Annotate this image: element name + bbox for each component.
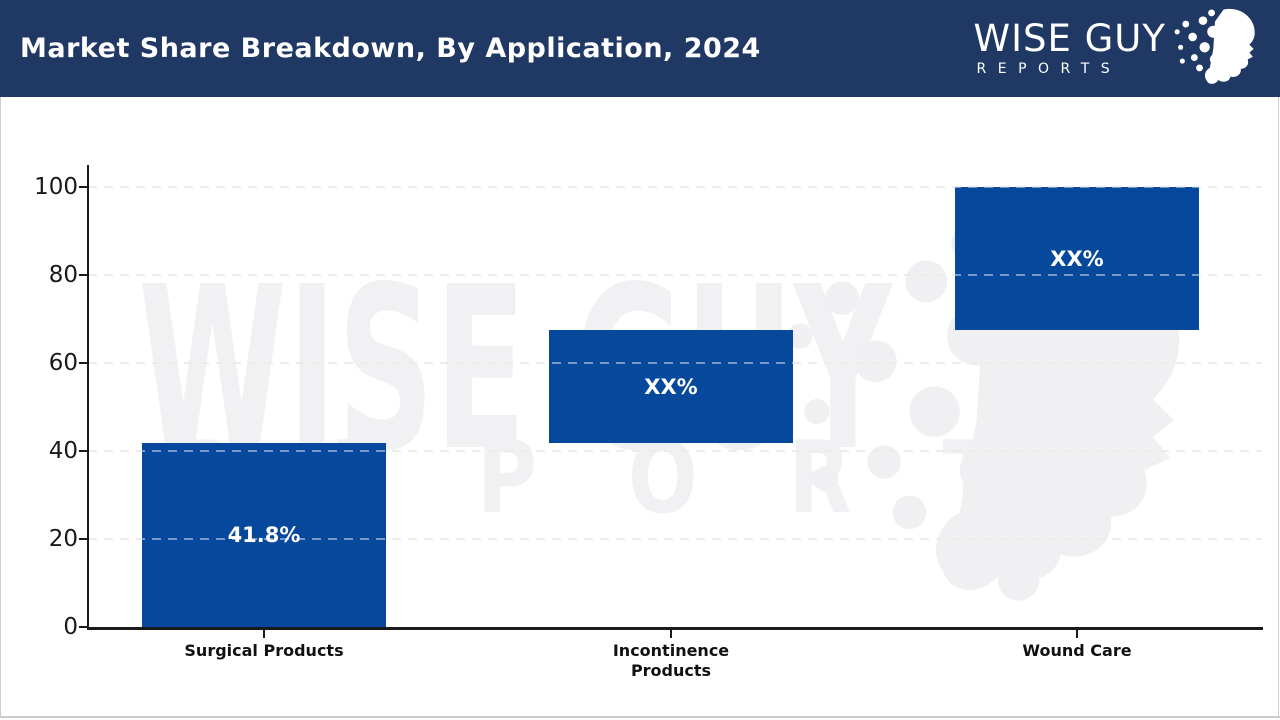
y-tick-mark	[79, 362, 88, 364]
gridline-overlay	[88, 274, 1262, 276]
y-tick-mark	[79, 450, 88, 452]
y-tick-label: 0	[63, 614, 78, 640]
y-tick-mark	[79, 538, 88, 540]
x-category-label: Surgical Products	[184, 641, 344, 660]
logo-subtitle: REPORTS	[976, 61, 1122, 77]
bar-value-label: 41.8%	[227, 523, 301, 548]
x-tick-mark	[1076, 630, 1078, 638]
bar-value-label: XX%	[1050, 246, 1104, 271]
frame-bottom-border	[0, 716, 1280, 718]
bar-segment: XX%	[549, 330, 793, 444]
gridline	[88, 538, 1262, 540]
frame-left-border	[0, 97, 1, 718]
x-category-label: Incontinence Products	[612, 641, 730, 680]
bar-value-label: XX%	[644, 374, 698, 399]
y-tick-label: 60	[48, 350, 78, 376]
gridline-overlay	[88, 186, 1262, 188]
plot-area: 0 20 40 60 80 100 41.8% XX% XX% Surgical Products…	[0, 97, 1280, 720]
y-tick-label: 20	[48, 526, 78, 552]
x-axis-line	[87, 627, 1263, 630]
x-tick-mark	[670, 630, 672, 638]
y-tick-mark	[79, 626, 88, 628]
y-tick-mark	[79, 186, 88, 188]
y-tick-label: 100	[34, 174, 78, 200]
wiseguy-head-icon	[1174, 8, 1255, 84]
y-tick-label: 40	[48, 438, 78, 464]
gridline	[88, 186, 1262, 188]
header-bar: Market Share Breakdown, By Application, …	[0, 0, 1280, 97]
gridline	[88, 450, 1262, 452]
y-axis-line	[87, 165, 89, 630]
gridline	[88, 274, 1262, 276]
y-tick-label: 80	[48, 262, 78, 288]
bar-segment: XX%	[955, 187, 1199, 330]
x-category-label: Wound Care	[1022, 641, 1132, 660]
gridline-overlay	[88, 362, 1262, 364]
frame-right-border	[1278, 97, 1279, 718]
gridline-overlay	[88, 450, 1262, 452]
bar-segment: 41.8%	[142, 443, 386, 627]
x-tick-mark	[263, 630, 265, 638]
y-tick-mark	[79, 274, 88, 276]
logo-wordmark: WISE GUY	[973, 17, 1166, 60]
wiseguy-logo-text: WISE GUY REPORTS	[974, 20, 1166, 77]
gridline-overlay	[88, 538, 1262, 540]
wiseguy-logo: WISE GUY REPORTS	[974, 6, 1258, 92]
chart-title: Market Share Breakdown, By Application, …	[20, 33, 761, 64]
